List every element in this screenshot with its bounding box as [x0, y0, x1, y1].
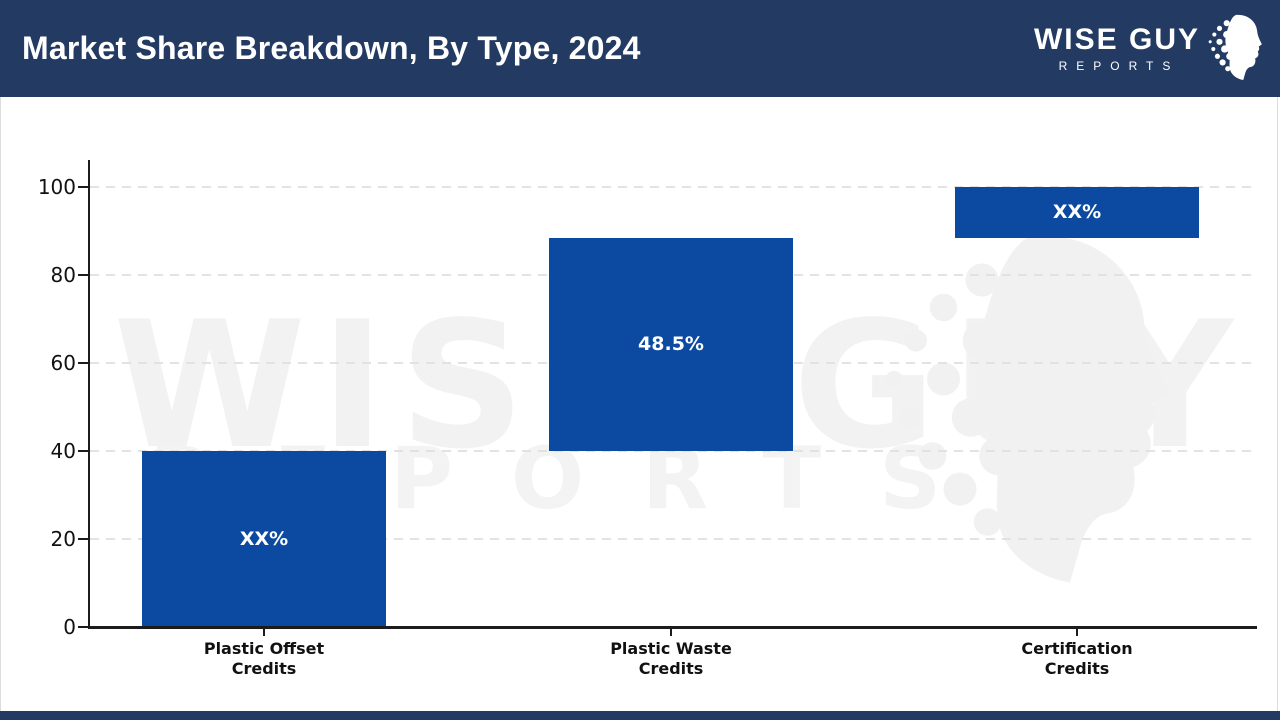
- grid-line: [90, 186, 1257, 188]
- x-category-line: Plastic Offset: [203, 639, 325, 658]
- grid-line: [90, 538, 1257, 540]
- x-category-line: Credits: [1044, 659, 1110, 678]
- y-tick: [78, 626, 88, 628]
- y-tick-label: 100: [37, 175, 76, 199]
- grid-line: [90, 450, 1257, 452]
- x-category-line: Plastic Waste: [610, 639, 732, 658]
- x-category-label: Plastic Offset Credits: [114, 639, 414, 679]
- bar: XX%: [955, 187, 1199, 238]
- x-tick: [1076, 628, 1078, 636]
- logo-subtitle: REPORTS: [1058, 59, 1180, 73]
- y-tick: [78, 362, 88, 364]
- y-tick: [78, 538, 88, 540]
- y-tick: [78, 186, 88, 188]
- x-category-label: Certification Credits: [927, 639, 1227, 679]
- x-category-line: Certification: [1021, 639, 1133, 658]
- y-tick-label: 0: [63, 615, 76, 639]
- bar-value-label: XX%: [239, 528, 289, 550]
- y-tick: [78, 450, 88, 452]
- y-tick-label: 20: [50, 527, 76, 551]
- y-tick-label: 80: [50, 263, 76, 287]
- footer-bar: [0, 711, 1280, 720]
- logo-wordmark: WISE GUY: [1033, 23, 1200, 56]
- bar-value-label: 48.5%: [638, 333, 704, 356]
- bar: XX%: [142, 451, 386, 627]
- x-axis-line: [88, 626, 1257, 629]
- y-tick-label: 60: [50, 351, 76, 375]
- x-category-line: Credits: [638, 659, 704, 678]
- header-bar: Market Share Breakdown, By Type, 2024 WI…: [0, 0, 1280, 97]
- y-axis-line: [88, 160, 90, 629]
- x-category-label: Plastic Waste Credits: [521, 639, 821, 679]
- logo-head-icon: [1208, 14, 1262, 81]
- chart-title: Market Share Breakdown, By Type, 2024: [22, 30, 641, 66]
- y-tick-label: 40: [50, 439, 76, 463]
- brand-logo: WISE GUY REPORTS: [1034, 6, 1266, 90]
- x-tick: [263, 628, 265, 636]
- logo-text: WISE GUY REPORTS: [1034, 23, 1200, 73]
- bar-value-label: XX%: [1052, 201, 1102, 224]
- y-tick: [78, 274, 88, 276]
- x-category-line: Credits: [231, 659, 297, 678]
- watermark-head-icon: [885, 235, 1169, 583]
- x-tick: [670, 628, 672, 636]
- bar: 48.5%: [549, 237, 793, 451]
